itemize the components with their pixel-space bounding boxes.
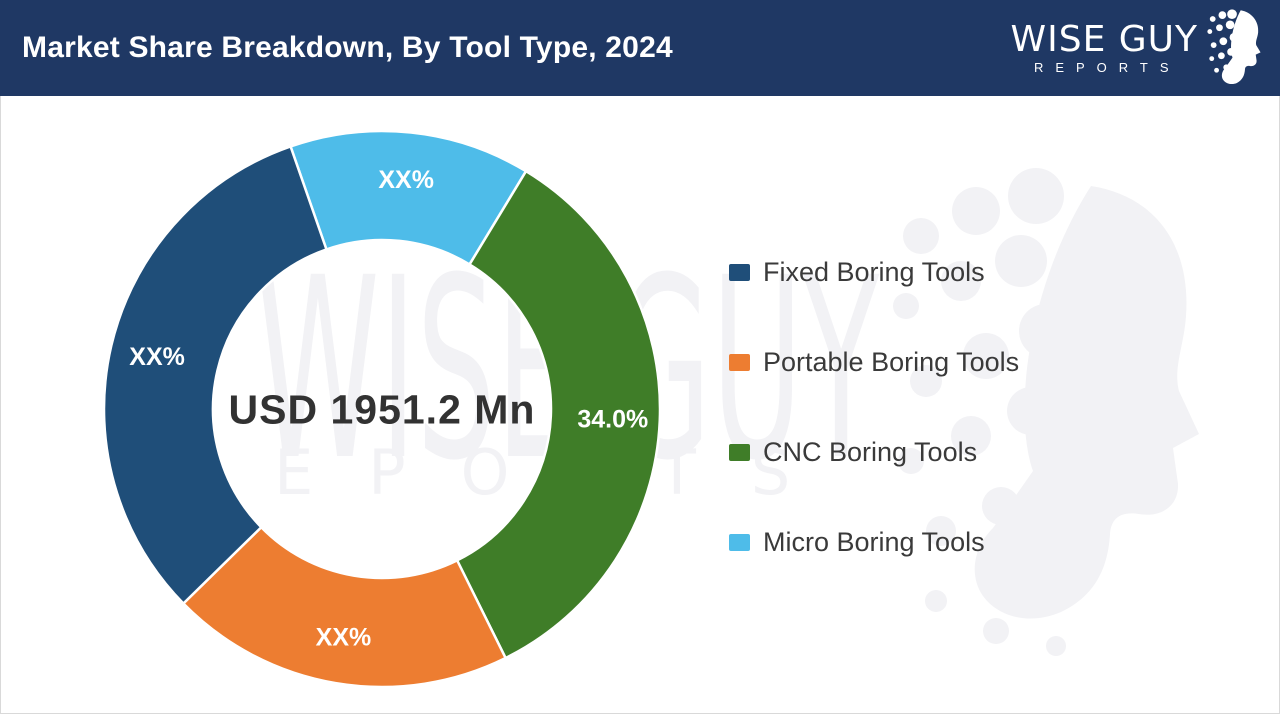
wiseguy-logo-text: WISE GUY REPORTS — [1010, 19, 1199, 75]
page-title: Market Share Breakdown, By Tool Type, 20… — [22, 31, 673, 64]
legend-label: CNC Boring Tools — [763, 436, 978, 467]
legend-item-micro-boring-tools: Micro Boring Tools — [729, 522, 1019, 562]
slice-percent-label: XX% — [316, 624, 372, 652]
slice-portable-boring-tools — [182, 525, 507, 689]
logo-wordmark: WISE GUY — [1010, 19, 1198, 60]
chart-legend: Fixed Boring Tools Portable Boring Tools C… — [729, 252, 1019, 562]
logo-subtitle: REPORTS — [1033, 60, 1181, 75]
legend-swatch — [729, 353, 750, 371]
legend-label: Fixed Boring Tools — [763, 256, 985, 287]
legend-swatch — [729, 263, 750, 281]
legend-swatch — [729, 533, 750, 551]
legend-item-fixed-boring-tools: Fixed Boring Tools — [729, 252, 1019, 292]
slice-percent-label: XX% — [129, 343, 185, 371]
legend-item-cnc-boring-tools: CNC Boring Tools — [729, 432, 1019, 472]
legend-item-portable-boring-tools: Portable Boring Tools — [729, 342, 1019, 382]
wiseguy-face-icon — [1207, 9, 1261, 85]
donut-chart: XX% 34.0% XX% XX% USD 1951.2 Mn — [102, 129, 662, 689]
slice-fixed-boring-tools — [102, 145, 328, 605]
chart-center-value: USD 1951.2 Mn — [229, 386, 536, 432]
slice-percent-label: XX% — [378, 166, 434, 194]
legend-label: Micro Boring Tools — [763, 526, 985, 557]
slice-percent-label: 34.0% — [577, 405, 648, 433]
legend-swatch — [729, 443, 750, 461]
wiseguy-logo: WISE GUY REPORTS — [1011, 8, 1263, 88]
legend-label: Portable Boring Tools — [763, 346, 1020, 377]
header-bar: Market Share Breakdown, By Tool Type, 20… — [0, 0, 1280, 96]
chart-panel: WISE GUY REPORTS — [0, 96, 1280, 714]
slice-cnc-boring-tools — [455, 169, 662, 660]
